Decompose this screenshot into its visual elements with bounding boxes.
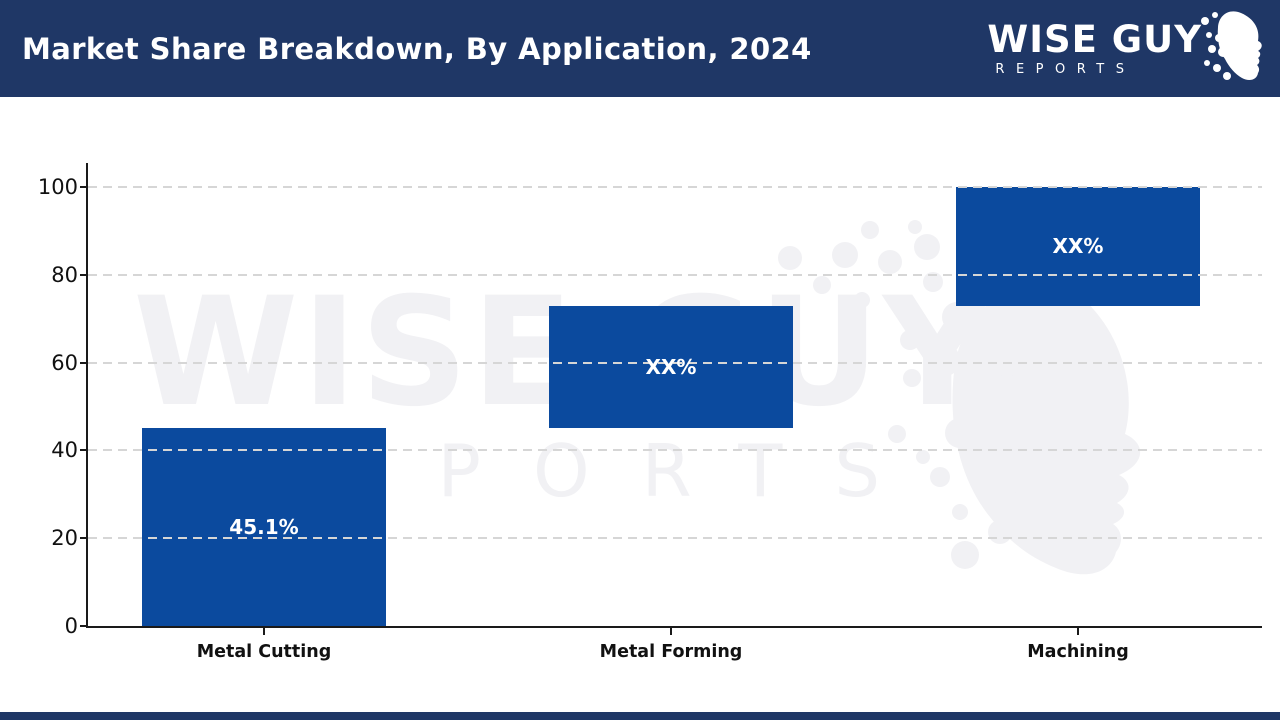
- page-title: Market Share Breakdown, By Application, …: [22, 31, 812, 66]
- x-axis-spine: [86, 626, 1262, 628]
- brand-logo-name: WISE GUY: [987, 18, 1202, 61]
- y-tick-20: [80, 537, 88, 540]
- brand-logo-sub: REPORTS: [995, 62, 1136, 77]
- brand-logo: WISE GUY REPORTS: [987, 6, 1268, 92]
- bar-chart-plot-area: 45.1% XX% XX% 0 20 40 60 80 100 Metal Cutting Meta…: [0, 97, 1280, 712]
- gridline-y100: [88, 186, 1262, 188]
- bar-metal-cutting: [142, 428, 386, 626]
- brand-logo-text: WISE GUY REPORTS: [987, 21, 1202, 77]
- y-tick-label-20: 20: [51, 526, 78, 551]
- header-bar: Market Share Breakdown, By Application, …: [0, 0, 1280, 97]
- y-tick-100: [80, 186, 88, 188]
- bar-machining: [956, 187, 1200, 306]
- gridline-y40: [88, 449, 1262, 452]
- x-category-label: Metal Cutting: [196, 642, 332, 662]
- x-tick-1: [263, 628, 265, 635]
- x-tick-3: [1077, 628, 1079, 635]
- brand-face-dots-icon: [1201, 11, 1262, 81]
- gridline-y60: [88, 361, 1262, 364]
- y-axis-spine: [86, 163, 88, 628]
- y-tick-label-100: 100: [37, 175, 78, 199]
- x-category-label: Metal Forming: [599, 642, 743, 662]
- y-tick-label-80: 80: [51, 262, 78, 287]
- y-tick-40: [80, 449, 88, 452]
- gridline-y20: [88, 537, 1262, 540]
- y-tick-label-60: 60: [51, 350, 78, 375]
- y-tick-80: [80, 273, 88, 276]
- x-tick-2: [670, 628, 672, 635]
- footer-bar: [0, 712, 1280, 720]
- y-tick-0: [80, 625, 88, 627]
- x-category-label: Machining: [1027, 642, 1129, 662]
- y-tick-label-40: 40: [51, 438, 78, 463]
- bar-metal-forming: [549, 305, 793, 428]
- y-tick-label-0: 0: [64, 614, 78, 638]
- gridline-y80: [88, 273, 1262, 276]
- watermark-face-dots-icon: [778, 220, 1141, 575]
- y-tick-60: [80, 361, 88, 364]
